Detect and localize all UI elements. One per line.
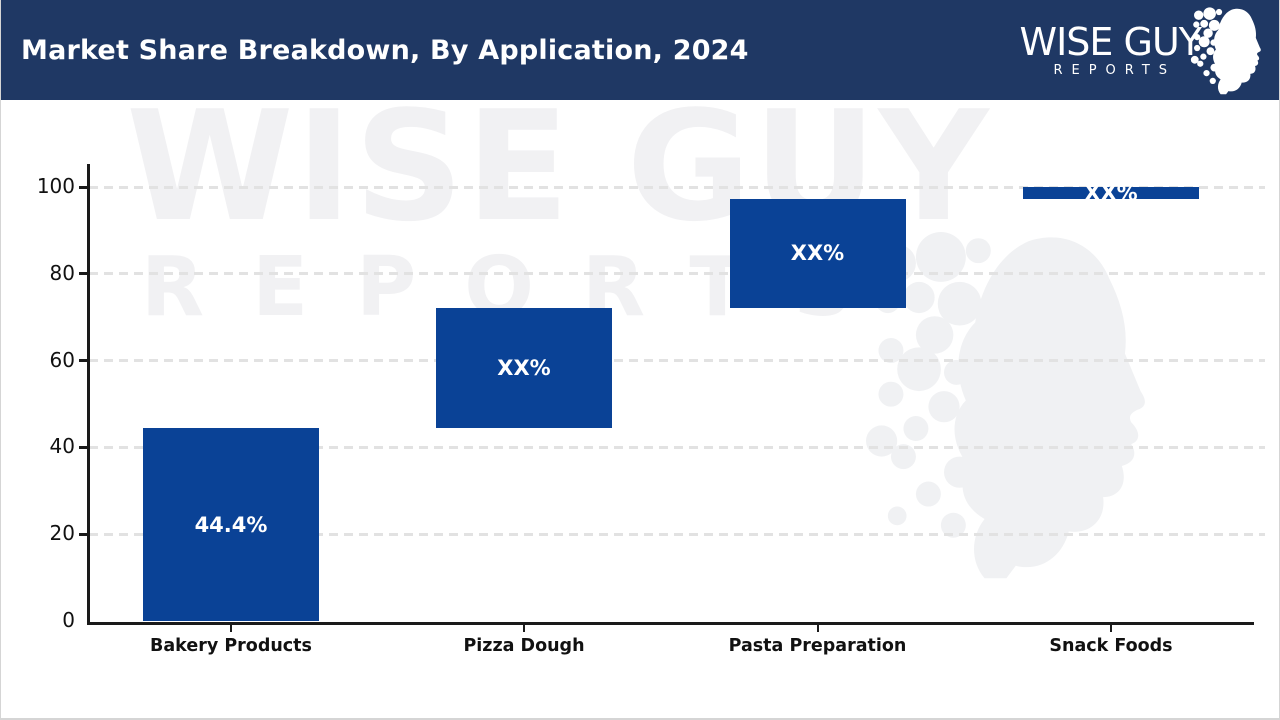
- header-band: Market Share Breakdown, By Application, …: [1, 0, 1279, 100]
- grid-line-100: [89, 185, 1265, 189]
- brand-subname: REPORTS: [1053, 62, 1177, 78]
- bar-pasta-preparation: XX%: [729, 199, 906, 308]
- x-category-label-3: Pasta Preparation: [728, 636, 907, 656]
- bar-value-label: 44.4%: [194, 512, 268, 537]
- chart-title: Market Share Breakdown, By Application, …: [21, 34, 749, 66]
- y-axis-spine: [87, 164, 90, 624]
- y-tick-mark-60: [79, 359, 88, 363]
- bar-pizza-dough: XX%: [436, 307, 612, 429]
- y-tick-label-0: 0: [62, 608, 75, 632]
- x-axis-spine: [87, 622, 1254, 625]
- y-tick-mark-20: [79, 532, 88, 536]
- chart-area: WISE GUY REPORTS 0 20 40 60 80 100 44.4% XX% XX%…: [1, 78, 1279, 718]
- y-tick-label-60: 60: [49, 347, 75, 372]
- x-category-label-4: Snack Foods: [1049, 636, 1173, 656]
- y-tick-label-20: 20: [49, 521, 75, 546]
- x-tick-mark-1: [230, 625, 232, 632]
- y-tick-label-40: 40: [49, 434, 75, 459]
- x-tick-mark-3: [816, 625, 819, 632]
- brand-name: WISE GUY: [1019, 19, 1202, 64]
- grid-line-40: [89, 445, 1265, 449]
- bar-value-label: XX%: [790, 241, 845, 266]
- y-tick-mark-40: [79, 445, 88, 449]
- bar-value-label: XX%: [1084, 181, 1138, 206]
- watermark-face-icon: [866, 231, 1145, 579]
- grid-line-80: [89, 272, 1265, 276]
- y-tick-mark-100: [79, 185, 88, 189]
- brand-logo: WISE GUY REPORTS: [1020, 4, 1273, 96]
- brand-logo-text: WISE GUY REPORTS: [1019, 19, 1202, 78]
- x-tick-mark-2: [523, 625, 525, 632]
- x-category-label-1: Bakery Products: [150, 636, 312, 656]
- bar-bakery-products: 44.4%: [143, 428, 319, 621]
- bar-value-label: XX%: [497, 355, 551, 380]
- bar-snack-foods: XX%: [1023, 181, 1199, 205]
- y-tick-label-100: 100: [36, 174, 75, 198]
- grid-line-60: [89, 359, 1265, 363]
- y-tick-mark-80: [79, 272, 88, 276]
- x-category-label-2: Pizza Dough: [463, 636, 585, 656]
- grid-line-20: [89, 532, 1265, 536]
- brand-face-icon: [1190, 7, 1261, 95]
- y-tick-label-80: 80: [49, 260, 75, 285]
- x-tick-mark-4: [1110, 625, 1112, 632]
